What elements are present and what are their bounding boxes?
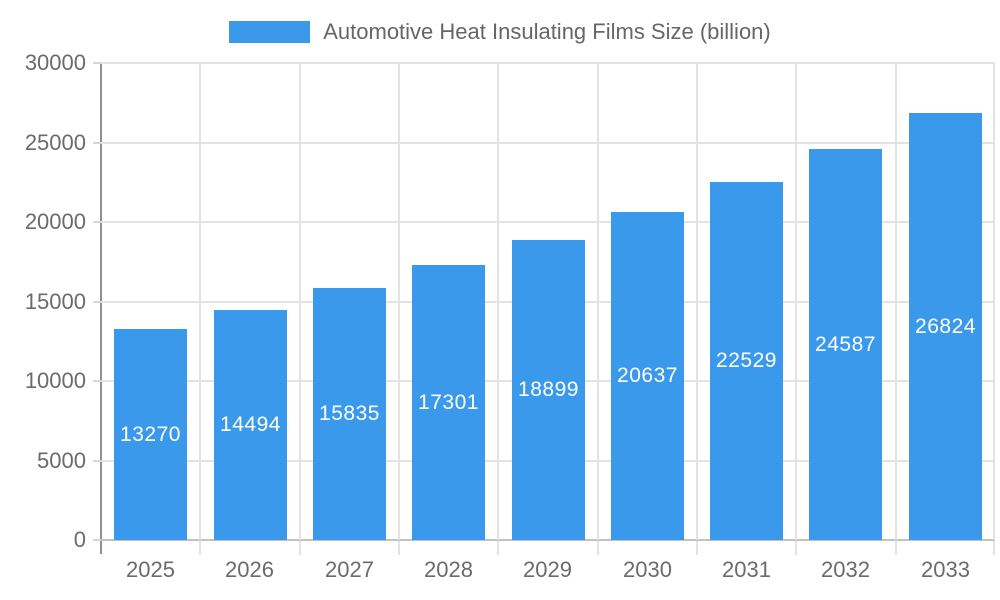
- bar-2030[interactable]: 20637: [611, 212, 684, 540]
- x-tick-label: 2025: [126, 557, 175, 582]
- bar-2026[interactable]: 14494: [214, 310, 287, 540]
- legend-swatch: [229, 21, 311, 43]
- x-axis-line: [101, 539, 995, 541]
- bar-2028[interactable]: 17301: [412, 265, 485, 540]
- y-tick-label: 20000: [24, 209, 86, 234]
- x-tick-mark: [993, 541, 995, 555]
- bar-value-label: 14494: [220, 413, 281, 436]
- legend-label: Automotive Heat Insulating Films Size (b…: [323, 19, 771, 44]
- h-gridline: [101, 221, 995, 223]
- v-gridline: [299, 63, 301, 540]
- y-tick-label: 5000: [37, 448, 86, 473]
- x-tick-label: 2030: [623, 557, 672, 582]
- v-gridline: [398, 63, 400, 540]
- y-tick-label: 15000: [24, 289, 86, 314]
- v-gridline: [993, 63, 995, 540]
- bar-2032[interactable]: 24587: [809, 149, 882, 540]
- y-tick-label: 30000: [24, 50, 86, 75]
- x-tick-mark: [199, 541, 201, 555]
- bar-value-label: 22529: [716, 349, 777, 372]
- bar-value-label: 24587: [815, 332, 876, 356]
- x-tick-mark: [299, 541, 301, 555]
- bar-2029[interactable]: 18899: [512, 240, 585, 540]
- v-gridline: [597, 63, 599, 540]
- y-tick-label: 10000: [24, 368, 86, 393]
- y-tick-mark: [93, 62, 101, 64]
- y-axis-line: [100, 63, 102, 554]
- bar-value-label: 15835: [319, 402, 380, 425]
- y-tick-mark: [93, 380, 101, 382]
- bar-value-label: 20637: [617, 364, 678, 387]
- legend: Automotive Heat Insulating Films Size (b…: [0, 17, 1000, 47]
- x-tick-mark: [597, 541, 599, 555]
- bar-value-label: 26824: [915, 314, 976, 338]
- y-tick-label: 0: [73, 527, 86, 552]
- h-gridline: [101, 62, 995, 64]
- legend-item[interactable]: Automotive Heat Insulating Films Size (b…: [229, 17, 771, 47]
- bar-value-label: 17301: [418, 390, 479, 414]
- y-tick-mark: [93, 221, 101, 223]
- x-tick-label: 2027: [325, 557, 374, 582]
- x-tick-mark: [497, 541, 499, 555]
- v-gridline: [696, 63, 698, 540]
- x-tick-mark: [696, 541, 698, 555]
- y-tick-mark: [93, 539, 101, 541]
- plot-area: 13270 14494 15835 17301 18899 20637 22529 24587…: [101, 62, 995, 540]
- x-tick-label: 2026: [225, 557, 274, 582]
- bar-2025[interactable]: 13270: [114, 329, 187, 540]
- x-tick-label: 2032: [821, 557, 870, 582]
- v-gridline: [795, 63, 797, 540]
- bar-2033[interactable]: 26824: [909, 113, 982, 540]
- y-tick-mark: [93, 142, 101, 144]
- x-tick-label: 2033: [921, 557, 970, 582]
- v-gridline: [895, 63, 897, 540]
- x-tick-mark: [795, 541, 797, 555]
- y-tick-label: 25000: [24, 130, 86, 155]
- x-tick-label: 2029: [523, 557, 572, 582]
- x-tick-label: 2028: [424, 557, 473, 582]
- x-tick-mark: [895, 541, 897, 555]
- bar-2027[interactable]: 15835: [313, 288, 386, 540]
- bar-value-label: 13270: [120, 422, 181, 446]
- bar-value-label: 18899: [518, 378, 579, 401]
- bar-2031[interactable]: 22529: [710, 182, 783, 540]
- v-gridline: [199, 63, 201, 540]
- y-tick-mark: [93, 460, 101, 462]
- h-gridline: [101, 141, 995, 144]
- x-tick-mark: [398, 541, 400, 555]
- x-tick-label: 2031: [722, 557, 771, 582]
- v-gridline: [497, 63, 499, 540]
- y-tick-mark: [93, 301, 101, 303]
